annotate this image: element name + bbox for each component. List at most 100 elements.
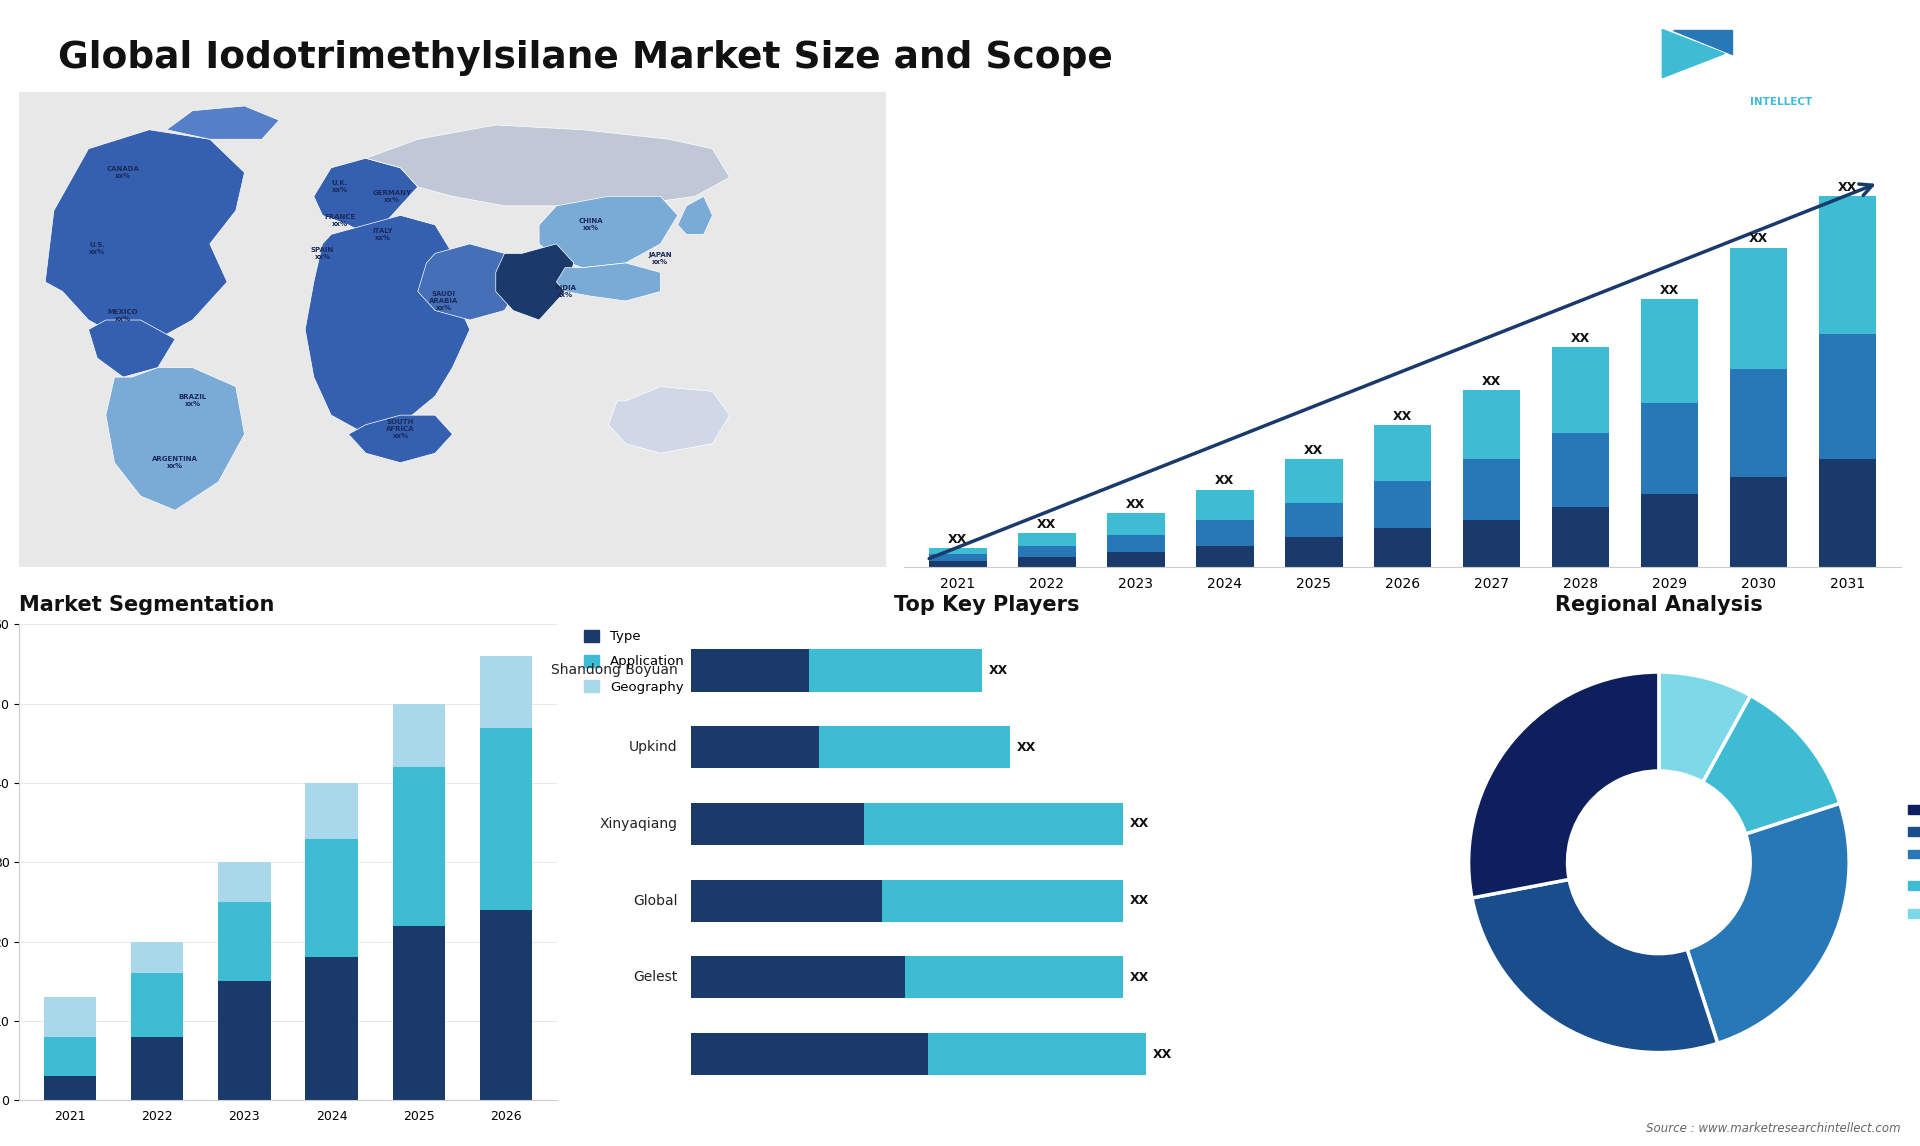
Bar [480,910,532,1100]
Wedge shape [1659,672,1751,783]
Bar [1730,477,1788,567]
Bar [1018,533,1075,545]
Bar [44,1076,96,1100]
Bar [219,862,271,902]
Polygon shape [88,320,175,377]
Bar [927,1033,1146,1075]
Bar [1196,489,1254,520]
Text: Global Iodotrimethylsilane Market Size and Scope: Global Iodotrimethylsilane Market Size a… [58,40,1112,76]
Text: CANADA
xx%: CANADA xx% [108,166,140,179]
Polygon shape [540,196,678,268]
Bar [1551,507,1609,567]
Bar [480,657,532,728]
Text: ARGENTINA
xx%: ARGENTINA xx% [152,456,198,469]
Text: Upkind: Upkind [630,740,678,754]
Text: XX: XX [1131,817,1150,831]
Bar [44,1037,96,1076]
Text: U.K.
xx%: U.K. xx% [332,180,348,194]
Text: ITALY
xx%: ITALY xx% [372,228,394,241]
Text: XX: XX [1125,499,1144,511]
Bar [394,767,445,926]
Bar [1640,403,1699,494]
Polygon shape [106,368,244,510]
Text: MEXICO
xx%: MEXICO xx% [108,308,138,322]
Bar [1284,503,1342,537]
Text: XX: XX [1304,445,1323,457]
Wedge shape [1473,879,1718,1052]
Wedge shape [1703,696,1839,834]
Bar [305,957,357,1100]
Polygon shape [678,196,712,235]
Text: Gelest: Gelest [634,971,678,984]
Text: XX: XX [1215,474,1235,487]
Bar [1818,333,1876,460]
Text: SPAIN
xx%: SPAIN xx% [311,246,334,260]
Legend: Type, Application, Geography: Type, Application, Geography [578,625,689,699]
Text: FRANCE
xx%: FRANCE xx% [324,213,355,227]
Text: Xinyaqiang: Xinyaqiang [599,817,678,831]
Wedge shape [1469,672,1659,898]
Polygon shape [46,129,244,339]
Polygon shape [167,105,278,140]
Bar [1640,299,1699,403]
Bar [929,548,987,555]
Text: Shandong Boyuan: Shandong Boyuan [551,664,678,677]
Bar [1196,520,1254,545]
Text: GERMANY
xx%: GERMANY xx% [372,190,411,203]
Polygon shape [367,125,730,206]
Bar [691,803,864,845]
Bar [691,1033,927,1075]
Bar [305,839,357,957]
Bar [1730,248,1788,369]
Bar [1196,545,1254,567]
Text: XX: XX [1571,332,1590,345]
Text: XX: XX [1482,375,1501,388]
Bar [691,727,818,768]
Wedge shape [1688,803,1849,1043]
Bar [480,728,532,910]
Bar [1373,425,1432,481]
Text: CHINA
xx%: CHINA xx% [578,219,603,231]
Bar [44,997,96,1037]
Bar [131,942,182,973]
Bar [1463,520,1521,567]
Polygon shape [419,244,522,320]
Text: JAPAN
xx%: JAPAN xx% [649,252,672,265]
Bar [883,880,1123,921]
Bar [1640,494,1699,567]
Text: XX: XX [1131,971,1150,984]
Text: XX: XX [1837,181,1857,194]
Bar [904,956,1123,998]
Polygon shape [609,386,730,453]
Text: Global: Global [634,894,678,908]
Text: INDIA
xx%: INDIA xx% [555,285,576,298]
Bar [131,973,182,1037]
Text: XX: XX [1152,1047,1173,1061]
Bar [1284,460,1342,503]
Text: XX: XX [1749,233,1768,245]
Bar [1551,347,1609,433]
Polygon shape [495,244,574,320]
Polygon shape [557,262,660,301]
Bar [305,783,357,839]
Bar [1818,196,1876,333]
Bar [1463,390,1521,460]
Polygon shape [305,215,470,434]
Legend: North America, Europe, Asia Pacific, Middle East &
Africa, Latin America: North America, Europe, Asia Pacific, Mid… [1903,799,1920,926]
Bar [1730,369,1788,477]
Bar [691,880,883,921]
Text: XX: XX [1131,894,1150,908]
Polygon shape [1663,30,1724,78]
Bar [929,555,987,560]
Text: SAUDI
ARABIA
xx%: SAUDI ARABIA xx% [430,291,459,311]
Text: XX: XX [1037,518,1056,531]
Bar [810,650,983,691]
Polygon shape [348,415,453,463]
Text: Source : www.marketresearchintellect.com: Source : www.marketresearchintellect.com [1645,1122,1901,1135]
Bar [219,902,271,981]
Bar [1373,481,1432,528]
Polygon shape [313,158,419,235]
Text: XX: XX [989,664,1008,677]
Bar [691,650,810,691]
Text: XX: XX [1392,409,1413,423]
